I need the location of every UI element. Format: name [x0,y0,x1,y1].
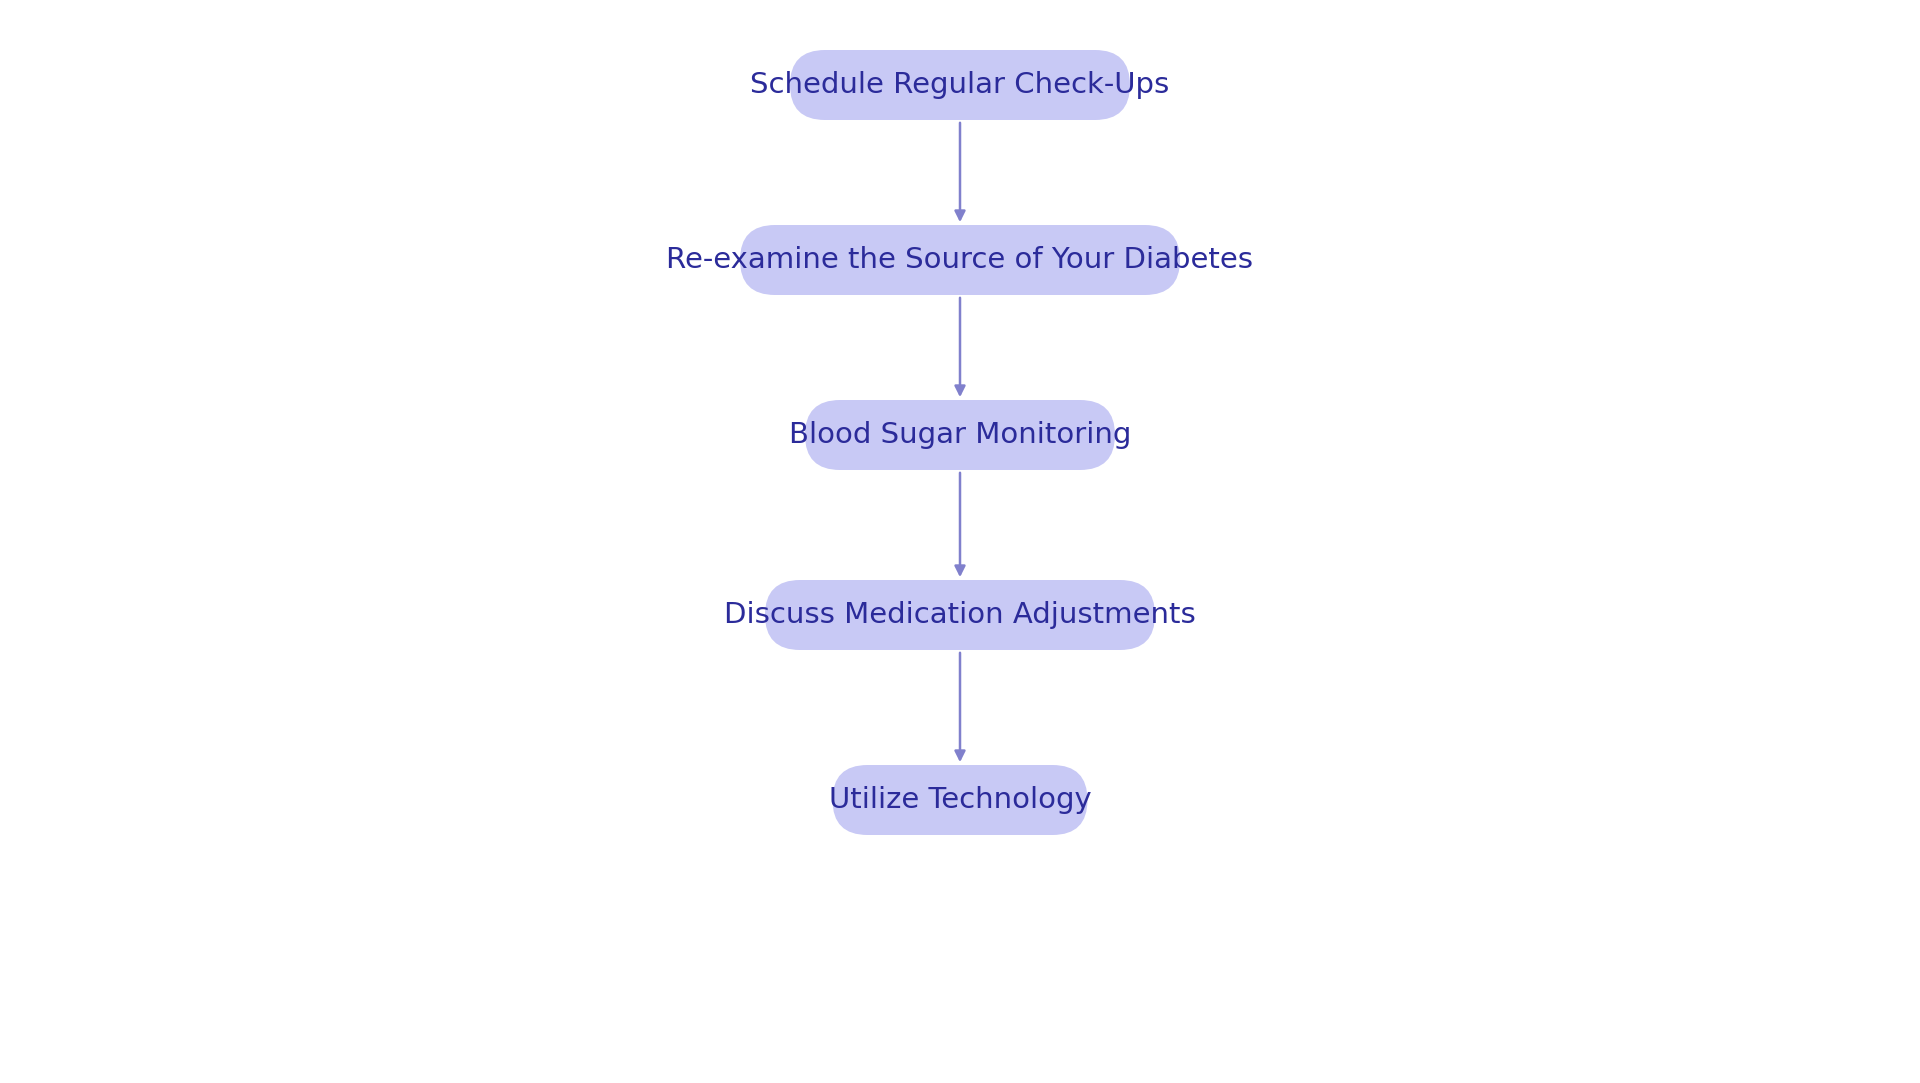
Text: Utilize Technology: Utilize Technology [829,786,1091,814]
FancyBboxPatch shape [764,580,1156,650]
Text: Discuss Medication Adjustments: Discuss Medication Adjustments [724,601,1196,629]
Text: Re-examine the Source of Your Diabetes: Re-examine the Source of Your Diabetes [666,246,1254,274]
FancyBboxPatch shape [804,400,1116,470]
Text: Schedule Regular Check-Ups: Schedule Regular Check-Ups [751,71,1169,99]
FancyBboxPatch shape [789,50,1131,120]
FancyBboxPatch shape [739,225,1181,295]
Text: Blood Sugar Monitoring: Blood Sugar Monitoring [789,421,1131,449]
FancyBboxPatch shape [833,765,1087,835]
